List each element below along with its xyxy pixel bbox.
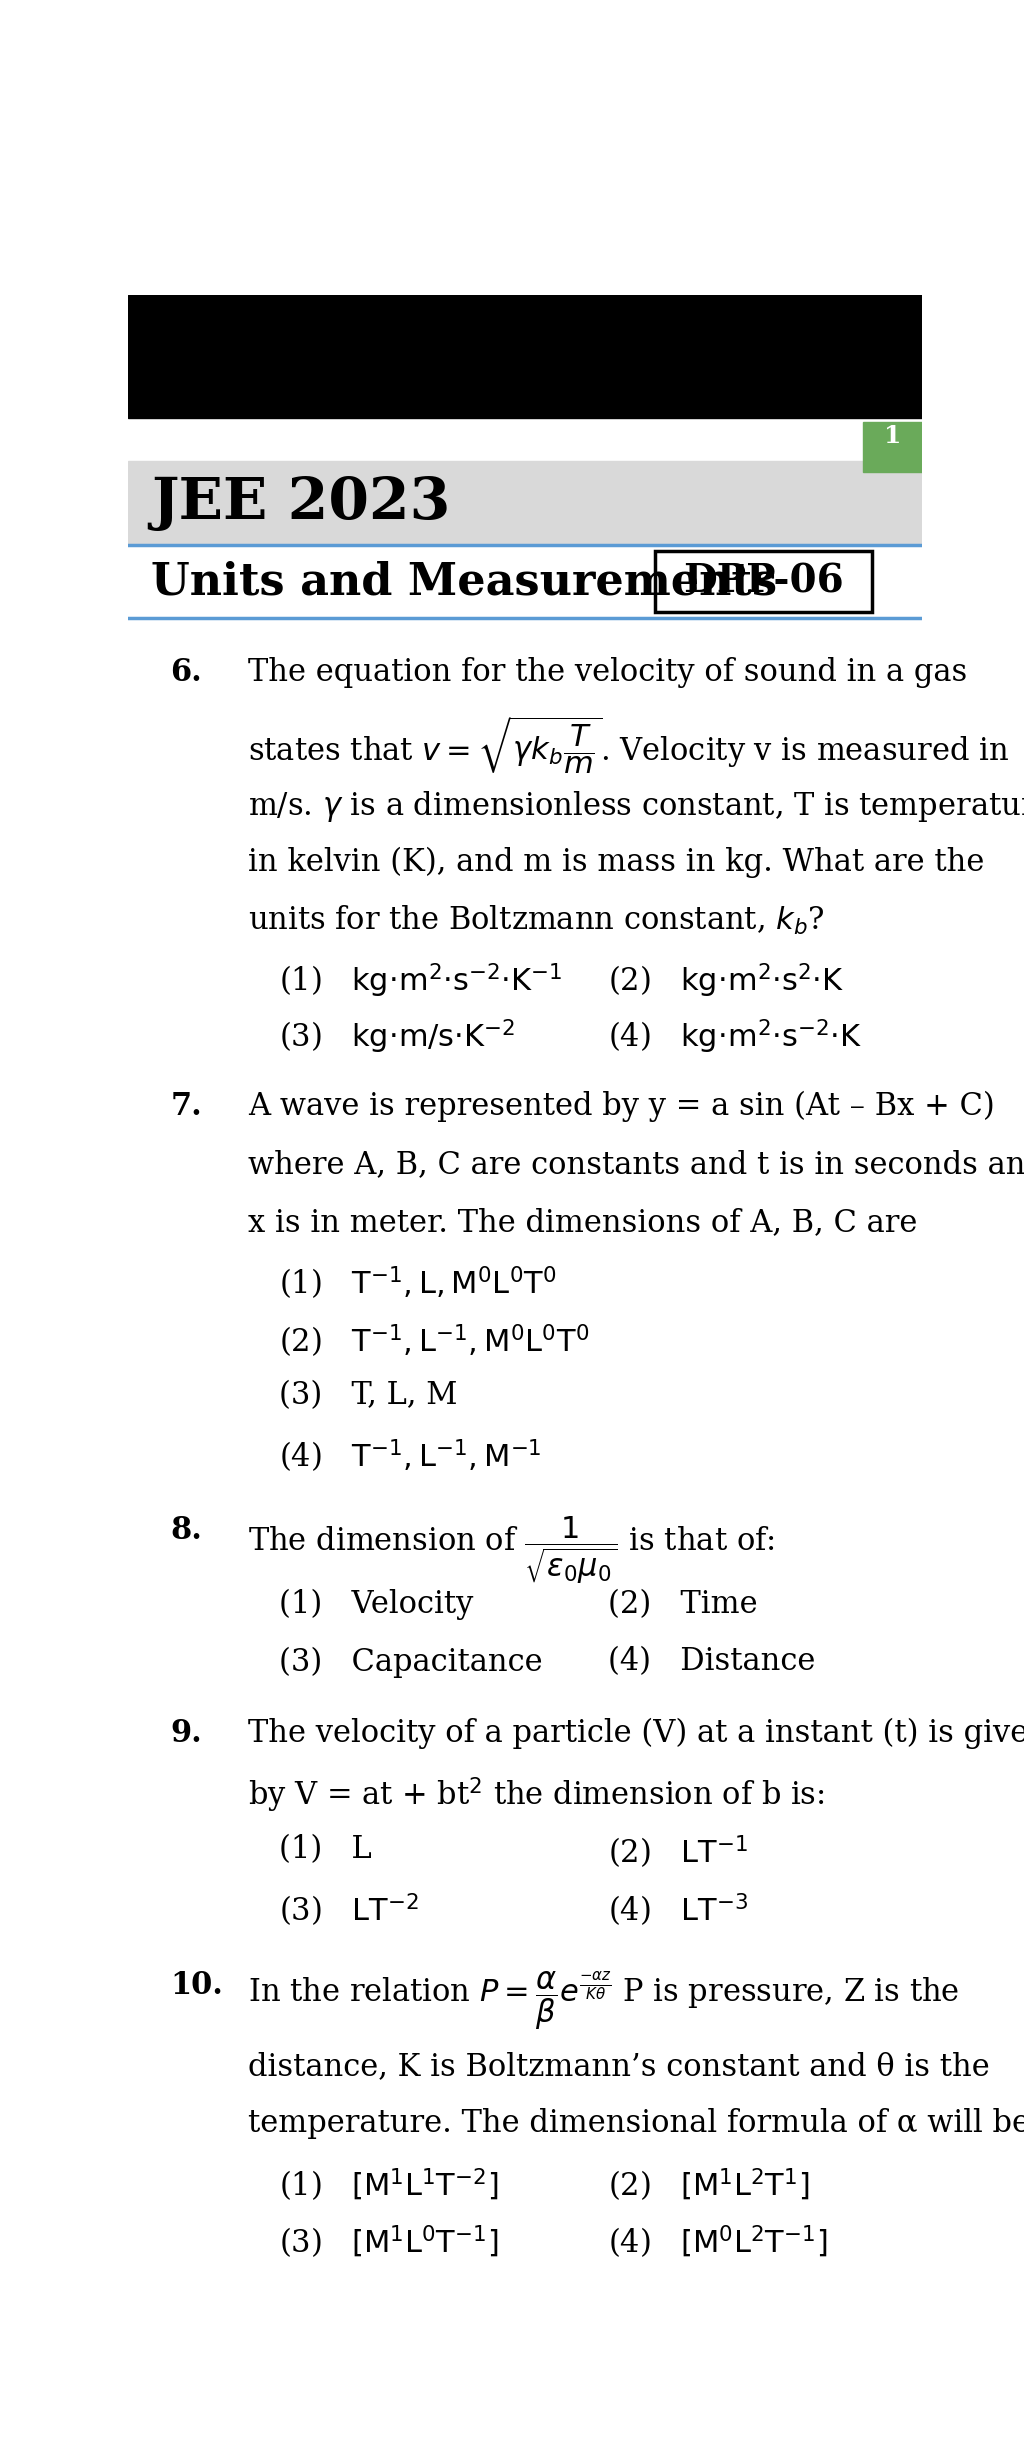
Text: (3)   Capacitance: (3) Capacitance — [280, 1648, 543, 1677]
Text: 10.: 10. — [171, 1970, 223, 2002]
Text: (4)   $\mathrm{LT^{-3}}$: (4) $\mathrm{LT^{-3}}$ — [608, 1891, 749, 1928]
Text: (1)   $\mathrm{T^{-1}, L, M^0 L^0 T^0}$: (1) $\mathrm{T^{-1}, L, M^0 L^0 T^0}$ — [280, 1264, 557, 1301]
Text: (3)   $\mathrm{[M^1 L^0 T^{-1}]}$: (3) $\mathrm{[M^1 L^0 T^{-1}]}$ — [280, 2223, 499, 2262]
Text: (4)   Distance: (4) Distance — [608, 1648, 816, 1677]
Text: in kelvin (K), and m is mass in kg. What are the: in kelvin (K), and m is mass in kg. What… — [248, 846, 984, 878]
Text: (1)   $\mathrm{kg{\cdot}m^2{\cdot}s^{-2}{\cdot}K^{-1}}$: (1) $\mathrm{kg{\cdot}m^2{\cdot}s^{-2}{\… — [280, 961, 562, 1001]
Text: (1)   L: (1) L — [280, 1834, 372, 1864]
Text: 8.: 8. — [171, 1515, 203, 1547]
Bar — [128, 295, 922, 418]
Text: where A, B, C are constants and t is in seconds and: where A, B, C are constants and t is in … — [248, 1148, 1024, 1180]
Text: x is in meter. The dimensions of A, B, C are: x is in meter. The dimensions of A, B, C… — [248, 1207, 918, 1237]
Text: 9.: 9. — [171, 1719, 203, 1748]
Text: (2)   $\mathrm{kg{\cdot}m^2{\cdot}s^2{\cdot}K}$: (2) $\mathrm{kg{\cdot}m^2{\cdot}s^2{\cdo… — [608, 961, 845, 1001]
Text: JEE 2023: JEE 2023 — [152, 475, 451, 531]
Text: (3)   $\mathrm{kg{\cdot}m/s{\cdot}K^{-2}}$: (3) $\mathrm{kg{\cdot}m/s{\cdot}K^{-2}}$ — [280, 1018, 515, 1055]
Text: 6.: 6. — [171, 657, 203, 689]
Text: (4)   $\mathrm{T^{-1}, L^{-1}, M^{-1}}$: (4) $\mathrm{T^{-1}, L^{-1}, M^{-1}}$ — [280, 1439, 542, 1475]
Text: distance, K is Boltzmann’s constant and θ is the: distance, K is Boltzmann’s constant and … — [248, 2051, 990, 2083]
Text: DPP-06: DPP-06 — [683, 563, 844, 600]
Text: (2)   Time: (2) Time — [608, 1589, 758, 1620]
Text: (2)   $\mathrm{[M^1 L^2 T^1]}$: (2) $\mathrm{[M^1 L^2 T^1]}$ — [608, 2166, 810, 2203]
Text: by V = at + bt$^2$ the dimension of b is:: by V = at + bt$^2$ the dimension of b is… — [248, 1775, 825, 1815]
Text: Units and Measurements: Units and Measurements — [152, 561, 777, 602]
Text: The velocity of a particle (V) at a instant (t) is given: The velocity of a particle (V) at a inst… — [248, 1719, 1024, 1748]
Text: The equation for the velocity of sound in a gas: The equation for the velocity of sound i… — [248, 657, 968, 689]
Text: units for the Boltzmann constant, $k_b$?: units for the Boltzmann constant, $k_b$? — [248, 905, 824, 937]
Text: 7.: 7. — [171, 1092, 203, 1121]
Text: In the relation $P = \dfrac{\alpha}{\beta} e^{\frac{-\alpha z}{K\theta}}$ P is p: In the relation $P = \dfrac{\alpha}{\bet… — [248, 1970, 959, 2034]
Text: (2)   $\mathrm{LT^{-1}}$: (2) $\mathrm{LT^{-1}}$ — [608, 1834, 749, 1871]
Bar — [128, 460, 922, 546]
FancyBboxPatch shape — [655, 551, 872, 612]
Text: (3)   $\mathrm{LT^{-2}}$: (3) $\mathrm{LT^{-2}}$ — [280, 1891, 419, 1928]
Text: A wave is represented by y = a sin (At – Bx + C): A wave is represented by y = a sin (At –… — [248, 1092, 995, 1121]
Text: (1)   $\mathrm{[M^1 L^1 T^{-2}]}$: (1) $\mathrm{[M^1 L^1 T^{-2}]}$ — [280, 2166, 499, 2203]
Text: The dimension of $\dfrac{1}{\sqrt{\varepsilon_0 \mu_0}}$ is that of:: The dimension of $\dfrac{1}{\sqrt{\varep… — [248, 1515, 775, 1586]
Text: (3)   T, L, M: (3) T, L, M — [280, 1379, 458, 1411]
Text: 1: 1 — [884, 423, 901, 448]
Text: (1)   Velocity: (1) Velocity — [280, 1589, 473, 1620]
Text: (4)   $\mathrm{[M^0 L^2 T^{-1}]}$: (4) $\mathrm{[M^0 L^2 T^{-1}]}$ — [608, 2223, 828, 2262]
Text: temperature. The dimensional formula of α will be:: temperature. The dimensional formula of … — [248, 2107, 1024, 2139]
Text: m/s. $\gamma$ is a dimensionless constant, T is temperature: m/s. $\gamma$ is a dimensionless constan… — [248, 789, 1024, 824]
Text: (2)   $\mathrm{T^{-1}, L^{-1}, M^0 L^0 T^0}$: (2) $\mathrm{T^{-1}, L^{-1}, M^0 L^0 T^0… — [280, 1323, 590, 1360]
Text: (4)   $\mathrm{kg{\cdot}m^2{\cdot}s^{-2}{\cdot}K}$: (4) $\mathrm{kg{\cdot}m^2{\cdot}s^{-2}{\… — [608, 1018, 862, 1055]
Bar — [863, 423, 922, 472]
Text: states that $v = \sqrt{\gamma k_b \dfrac{T}{m}}$. Velocity v is measured in: states that $v = \sqrt{\gamma k_b \dfrac… — [248, 716, 1009, 777]
